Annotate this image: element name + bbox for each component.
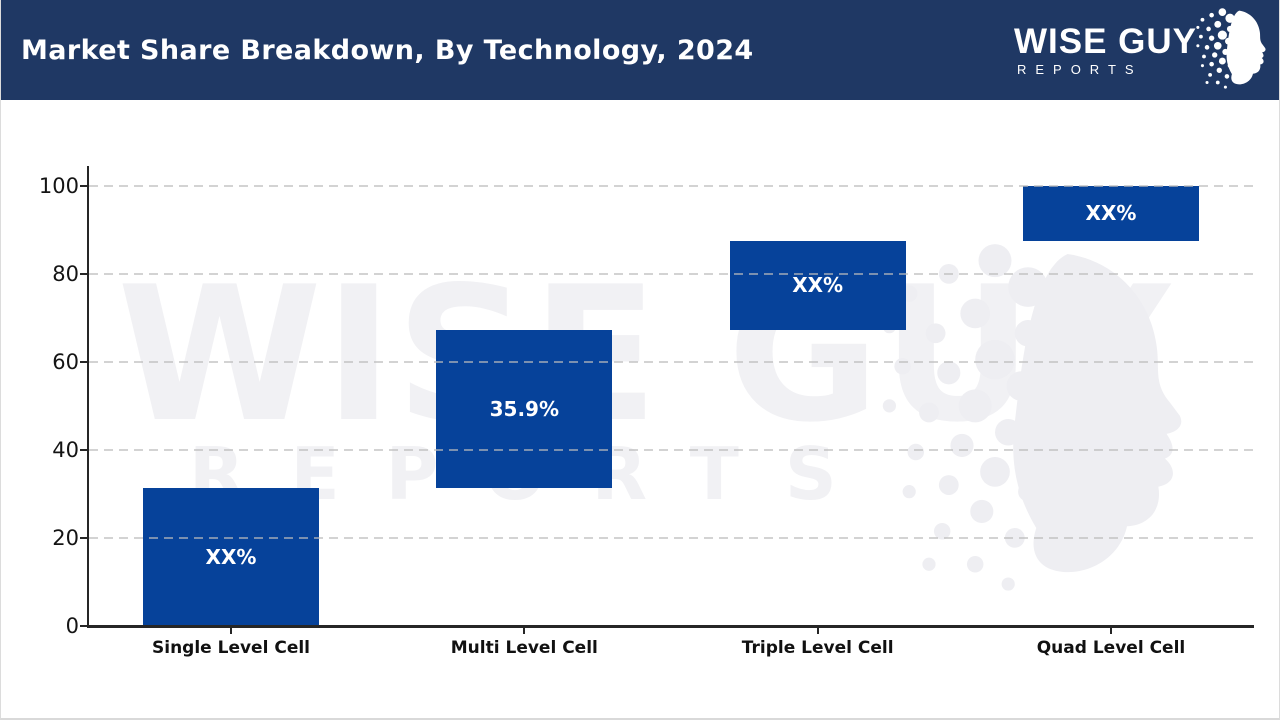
y-tick-label: 80: [52, 262, 79, 286]
y-tick-label: 40: [52, 438, 79, 462]
x-tick-mark: [816, 627, 819, 634]
bar-multi-level-cell: 35.9%: [436, 329, 613, 488]
gridline: [89, 537, 1254, 539]
logo-wordmark: WISE GUY: [1013, 22, 1197, 61]
y-tick-mark: [80, 361, 89, 363]
x-category-label: Triple Level Cell: [741, 638, 894, 658]
bar-quad-level-cell: XX%: [1022, 186, 1199, 241]
y-tick-label: 20: [52, 526, 79, 550]
wiseguy-logo: WISE GUY REPORTS: [1014, 6, 1269, 94]
y-tick-label: 0: [65, 614, 79, 638]
y-tick-mark: [80, 273, 89, 275]
logo-text: WISE GUY REPORTS: [1014, 24, 1197, 76]
bar-value-label: XX%: [792, 273, 844, 298]
watermark-head-icon: [882, 244, 1182, 591]
y-tick-mark: [80, 449, 89, 451]
x-tick-mark: [523, 627, 526, 634]
logo-head-icon: [1196, 8, 1266, 89]
watermark-wordmark: WISE GUY: [117, 246, 1172, 463]
bar-triple-level-cell: XX%: [729, 240, 906, 330]
gridline: [89, 361, 1254, 363]
chart-title: Market Share Breakdown, By Technology, 2…: [21, 34, 754, 66]
bar-value-label: 35.9%: [489, 396, 560, 421]
y-tick-label: 100: [38, 174, 79, 198]
x-axis-line: [87, 625, 1254, 628]
x-tick-mark: [230, 627, 232, 634]
gridline: [89, 449, 1254, 451]
x-category-label: Multi Level Cell: [450, 638, 598, 658]
x-category-label: Single Level Cell: [152, 638, 310, 658]
logo-subtext: REPORTS: [1016, 62, 1143, 77]
gridline: [89, 273, 1254, 275]
x-tick-mark: [1109, 627, 1112, 634]
header-bar: Market Share Breakdown, By Technology, 2…: [1, 0, 1279, 100]
bar-value-label: XX%: [205, 544, 257, 569]
y-axis-line: [87, 166, 89, 628]
gridline: [89, 185, 1254, 187]
y-tick-label: 60: [52, 350, 79, 374]
x-category-label: Quad Level Cell: [1036, 638, 1186, 658]
y-tick-mark: [80, 185, 89, 187]
y-tick-mark: [80, 625, 89, 627]
y-tick-mark: [80, 537, 89, 539]
bar-value-label: XX%: [1085, 201, 1137, 226]
bar-single-level-cell: XX%: [143, 487, 319, 626]
